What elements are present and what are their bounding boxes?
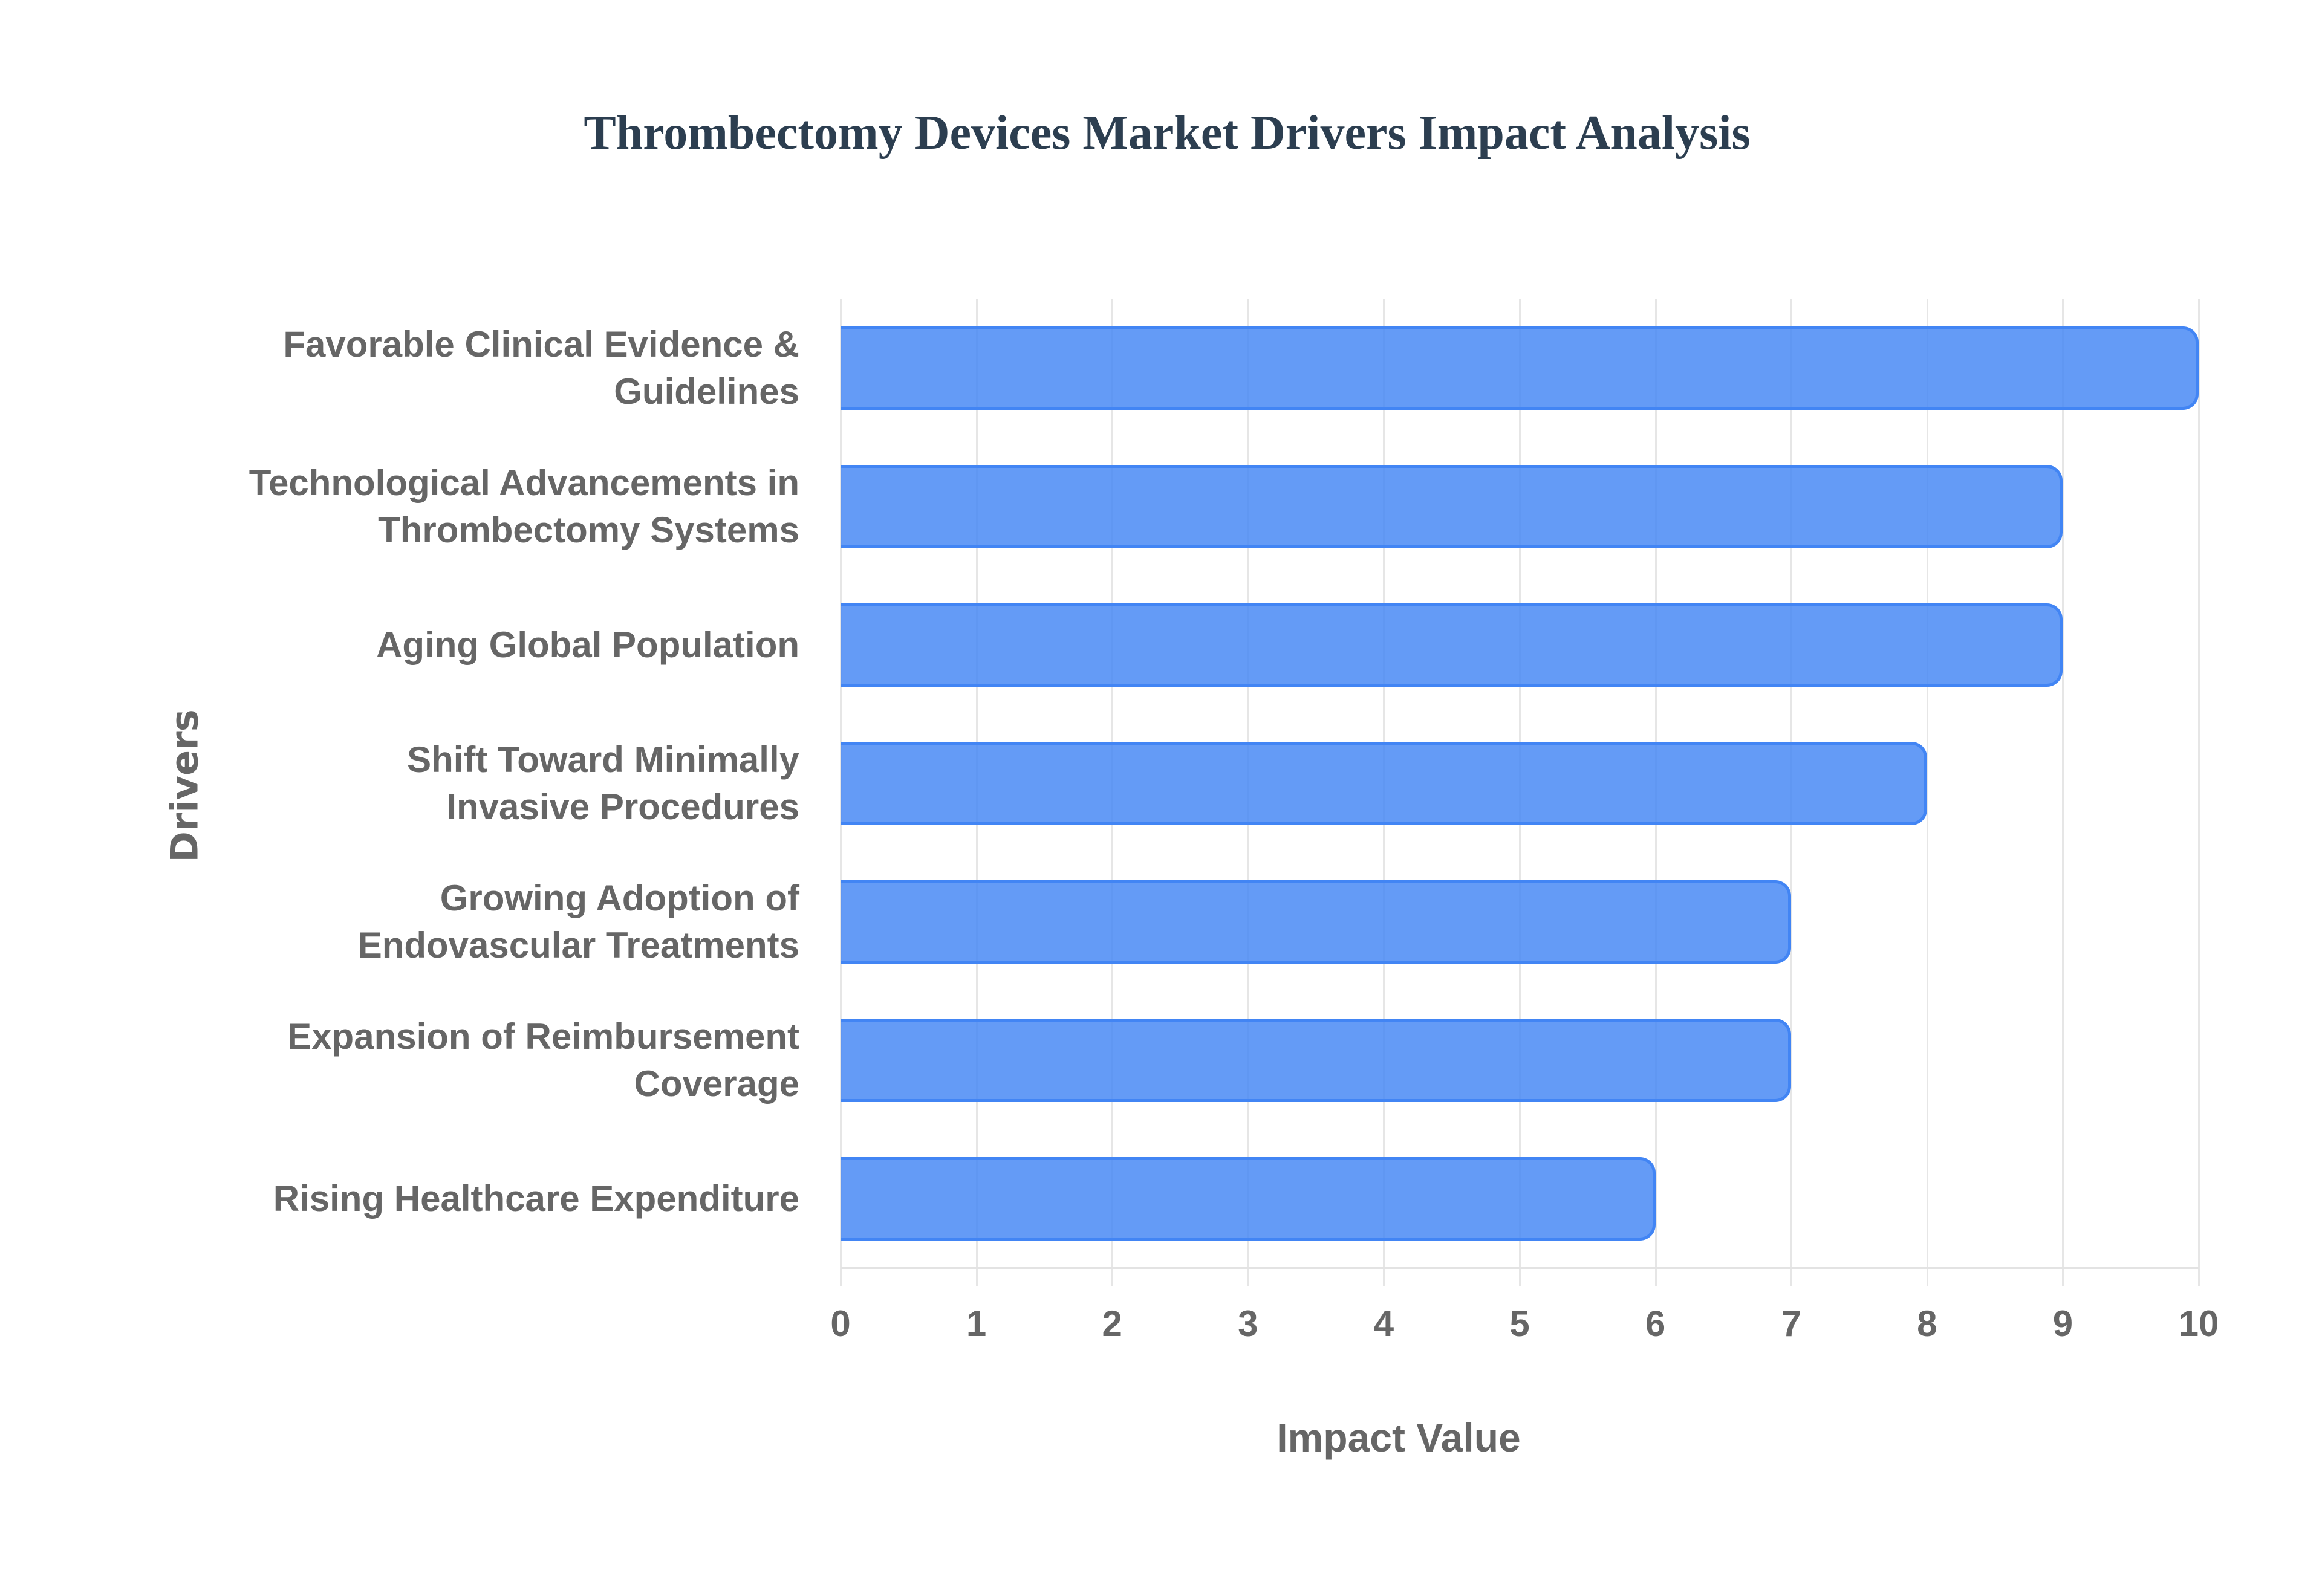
bar[interactable]: [841, 1018, 1792, 1102]
x-tick-label: 7: [1781, 1303, 1801, 1344]
gridline: [2062, 299, 2064, 1286]
x-tick-label: 2: [1102, 1303, 1122, 1344]
bar[interactable]: [841, 1156, 1656, 1241]
x-tick-label: 6: [1645, 1303, 1666, 1344]
category-label: Growing Adoption of Endovascular Treatmen…: [357, 877, 799, 965]
bar[interactable]: [841, 742, 1927, 825]
x-tick-label: 4: [1373, 1303, 1394, 1344]
chart-title: Thrombectomy Devices Market Drivers Impa…: [584, 106, 1751, 160]
category-label: Aging Global Population: [376, 624, 799, 666]
category-label: Rising Healthcare Expenditure: [273, 1178, 799, 1219]
x-tick-label: 1: [966, 1303, 987, 1344]
category-label: Technological Advancements in Thrombectom…: [249, 462, 799, 551]
bar[interactable]: [841, 465, 2063, 549]
plot-area: [840, 299, 2200, 1286]
x-axis-title: Impact Value: [1276, 1415, 1521, 1460]
gridline: [2198, 299, 2200, 1286]
bar[interactable]: [841, 326, 2199, 410]
x-tick-label: 0: [830, 1303, 851, 1344]
x-tick-label: 10: [2178, 1303, 2219, 1344]
y-axis-title: Drivers: [162, 709, 207, 863]
category-label: Shift Toward Minimally Invasive Procedure…: [407, 739, 799, 827]
x-tick-label: 5: [1509, 1303, 1530, 1344]
x-tick-label: 9: [2052, 1303, 2073, 1344]
category-label: Expansion of Reimbursement Coverage: [287, 1016, 799, 1104]
bar[interactable]: [841, 880, 1792, 964]
bar[interactable]: [841, 603, 2063, 687]
category-label: Favorable Clinical Evidence & Guidelines: [283, 324, 799, 412]
x-tick-label: 8: [1917, 1303, 1937, 1344]
x-tick-label: 3: [1238, 1303, 1258, 1344]
gridline: [1926, 299, 1928, 1286]
x-axis-line: [841, 1267, 2199, 1269]
